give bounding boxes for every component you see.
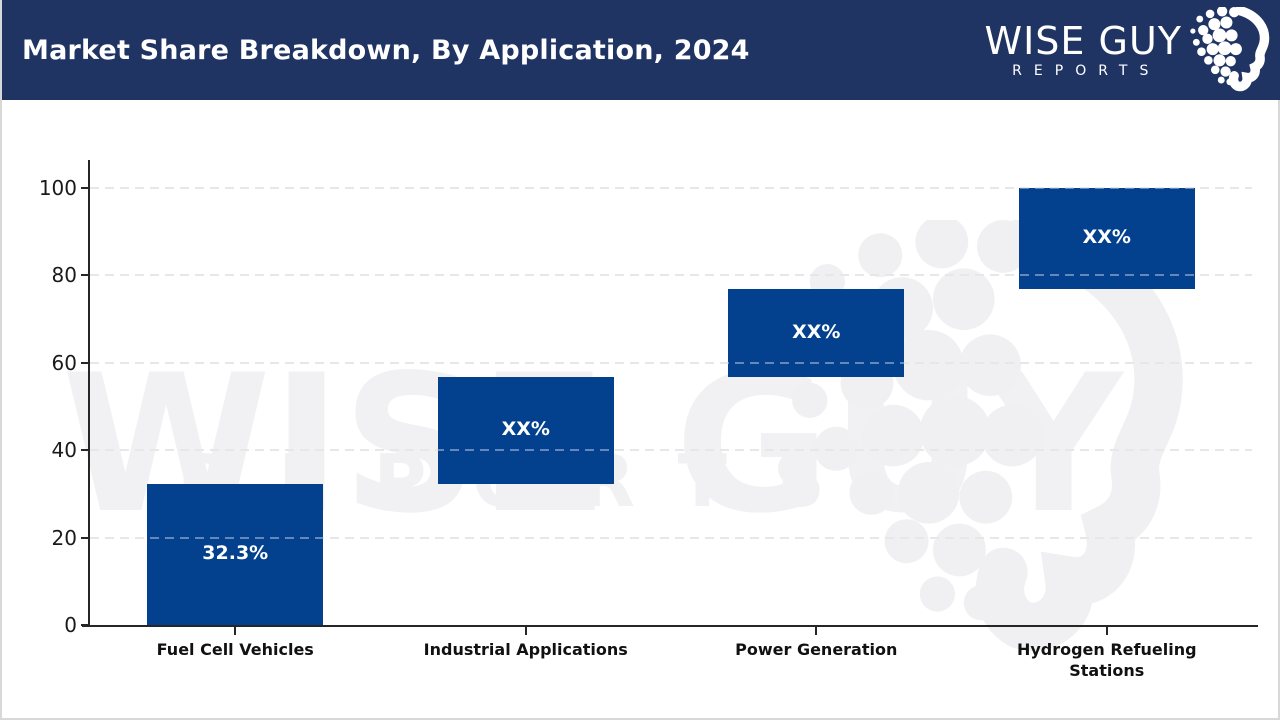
bar-value-label: 32.3% [202,542,269,565]
x-category-label: Power Generation [735,640,898,659]
gridline-overlay-80 [90,274,1252,277]
y-tick-80 [81,274,89,277]
y-tick-label-100: 100 [38,175,77,200]
y-tick-60 [81,361,89,364]
y-tick-0 [81,624,89,626]
x-tick [524,627,527,635]
gridline-100 [90,186,1252,189]
bar-segment [1018,187,1195,290]
bar-value-label: XX% [1082,226,1131,249]
bar-segment [147,483,324,625]
y-tick-label-20: 20 [51,525,77,550]
x-tick [1105,627,1108,635]
wiseguy-logo-wordmark: WISE GUY [984,18,1182,63]
chart-title: Market Share Breakdown, By Application, … [22,34,750,66]
plot-area: 0 20 40 60 80 100 32.3% Fuel Cell Vehicles XX% In… [39,160,1258,680]
bar-segment [728,289,905,377]
gridline-overlay-60 [90,361,1252,364]
gridline-overlay-100 [90,186,1252,189]
y-tick-label-80: 80 [51,263,77,288]
gridline-60 [90,361,1252,364]
x-tick [234,627,237,635]
x-tick [815,627,818,635]
x-axis-spine [82,625,1258,627]
gridline-overlay-40 [90,449,1252,452]
wiseguy-face-icon [1190,7,1270,92]
y-tick-label-40: 40 [51,438,77,463]
bar-value-label: XX% [501,418,550,441]
y-tick-label-60: 60 [51,350,77,375]
wiseguy-logo: WISE GUY REPORTS [985,7,1280,93]
x-category-label: Industrial Applications [423,640,628,659]
x-category-label: Hydrogen Refueling Stations [1016,640,1197,680]
y-tick-20 [81,536,89,539]
bar-segment [437,376,614,484]
bar-value-label: XX% [792,321,841,343]
x-category-label: Fuel Cell Vehicles [156,640,314,659]
gridline-overlay-20 [90,536,1252,539]
gridline-80 [90,274,1252,277]
gridline-20 [90,536,1252,539]
y-tick-100 [81,186,89,189]
wiseguy-logo-reports: REPORTS [1012,62,1161,79]
header-banner: Market Share Breakdown, By Application, … [2,0,1280,100]
y-tick-label-0: 0 [64,613,77,637]
gridline-40 [90,449,1252,452]
wiseguy-logo-text: WISE GUY REPORTS [985,22,1182,79]
y-tick-40 [81,449,89,452]
y-axis-spine [88,160,90,625]
